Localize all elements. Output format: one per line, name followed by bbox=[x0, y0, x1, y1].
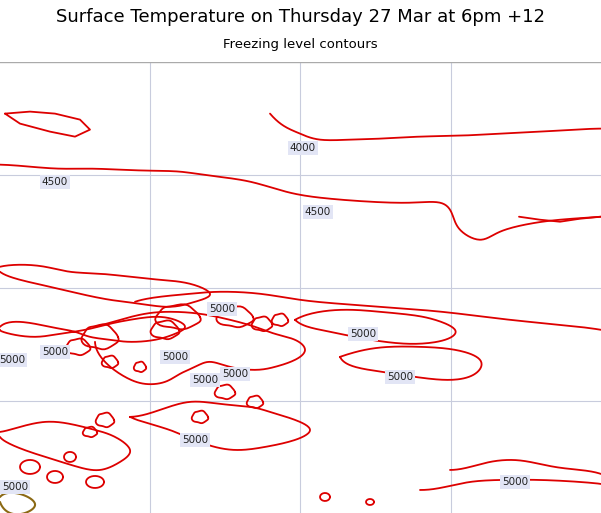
Text: 5000: 5000 bbox=[387, 372, 413, 382]
Text: 5000: 5000 bbox=[502, 477, 528, 487]
Text: 4500: 4500 bbox=[42, 176, 68, 187]
Text: 5000: 5000 bbox=[162, 352, 188, 362]
Text: Freezing level contours: Freezing level contours bbox=[223, 38, 378, 51]
Text: 5000: 5000 bbox=[182, 435, 208, 445]
Text: Surface Temperature on Thursday 27 Mar at 6pm +12: Surface Temperature on Thursday 27 Mar a… bbox=[56, 8, 545, 26]
Text: 4500: 4500 bbox=[305, 207, 331, 216]
Text: 5000: 5000 bbox=[192, 375, 218, 385]
Text: 5000: 5000 bbox=[42, 347, 68, 357]
Text: 4000: 4000 bbox=[290, 143, 316, 153]
Text: 5000: 5000 bbox=[209, 304, 235, 314]
Text: 5000: 5000 bbox=[350, 329, 376, 339]
Text: 5000: 5000 bbox=[2, 482, 28, 492]
Text: 5000: 5000 bbox=[222, 369, 248, 379]
Text: 5000: 5000 bbox=[0, 355, 25, 365]
